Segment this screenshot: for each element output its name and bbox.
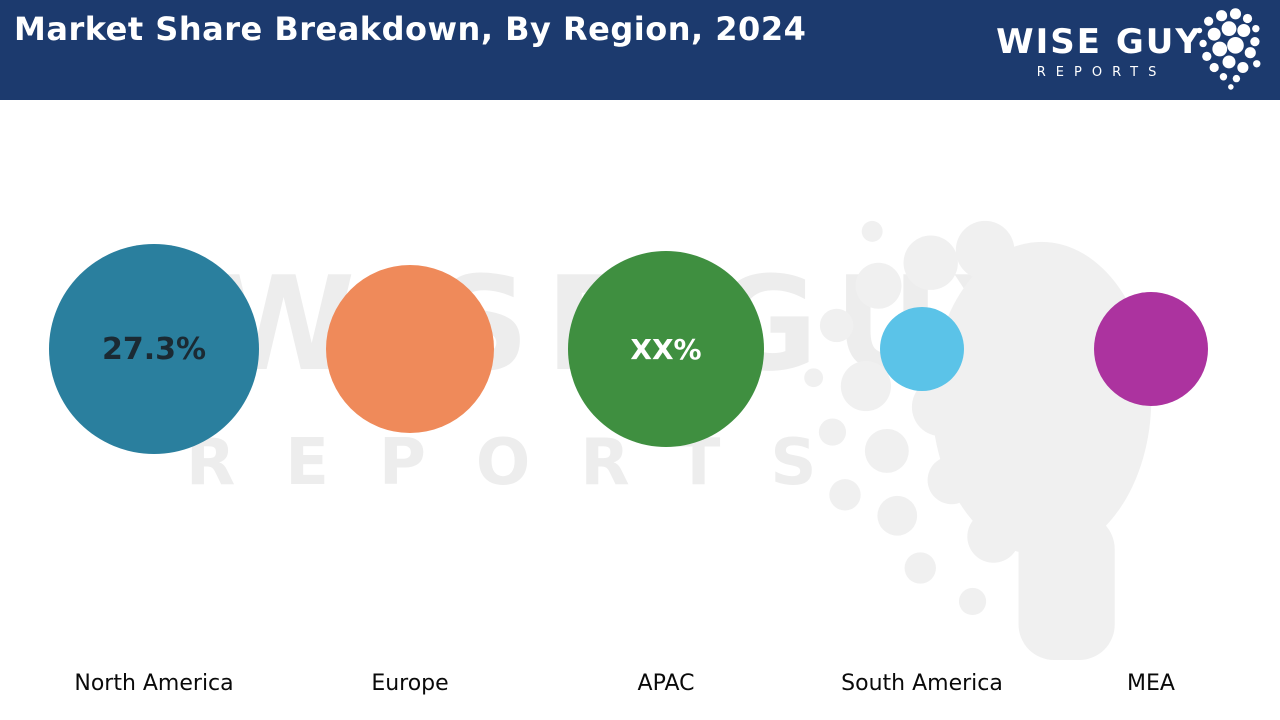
category-label-south-america: South America (841, 671, 1003, 696)
dot-matrix-head-profile-watermark (760, 200, 1160, 660)
bubble-south-america (880, 307, 964, 391)
bubble-value-label-north-america: 27.3% (101, 331, 207, 367)
brand-logo: WISE GUY REPORTS (996, 6, 1266, 92)
chart-area: WISE GUY REPORTS 27.3%North AmericaEurop… (0, 100, 1280, 720)
bubble-value-label-apac: XX% (630, 332, 702, 366)
bubble-apac: XX% (568, 251, 764, 447)
dot-matrix-head-profile-icon (1196, 6, 1266, 92)
category-label-europe: Europe (371, 671, 449, 696)
bubble-north-america: 27.3% (49, 244, 259, 454)
bubble-chart: 27.3% North America Europe XX% APAC South Ame… (0, 100, 1280, 720)
category-label-north-america: North America (74, 671, 234, 696)
bubble-europe (326, 265, 494, 433)
brand-logo-text: WISE GUY REPORTS (996, 22, 1202, 80)
bubble-mea (1094, 292, 1208, 406)
watermark-text-line2: REPORTS (186, 426, 867, 500)
page-title: Market Share Breakdown, By Region, 2024 (14, 10, 807, 48)
brand-name: WISE GUY (996, 22, 1202, 62)
header-bar: Market Share Breakdown, By Region, 2024 … (0, 0, 1280, 100)
category-label-mea: MEA (1127, 671, 1175, 696)
brand-subtitle: REPORTS (1036, 65, 1167, 80)
category-label-apac: APAC (637, 671, 695, 696)
